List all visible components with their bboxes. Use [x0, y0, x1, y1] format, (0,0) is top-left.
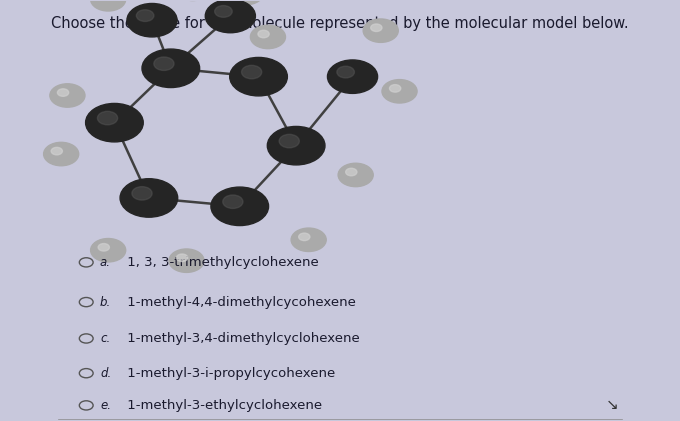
Text: d.: d.	[100, 367, 112, 380]
Circle shape	[338, 163, 373, 187]
Circle shape	[169, 249, 204, 272]
Circle shape	[228, 0, 264, 5]
Circle shape	[211, 187, 269, 226]
Circle shape	[132, 187, 152, 200]
Text: 1, 3, 3-trimethylcyclohexene: 1, 3, 3-trimethylcyclohexene	[122, 256, 318, 269]
Circle shape	[154, 57, 174, 70]
Circle shape	[127, 3, 177, 37]
Text: 1-methyl-3-i-propylcycohexene: 1-methyl-3-i-propylcycohexene	[122, 367, 335, 380]
Circle shape	[279, 134, 299, 148]
Text: b.: b.	[100, 296, 112, 309]
Circle shape	[390, 85, 401, 92]
Circle shape	[90, 0, 126, 11]
Circle shape	[57, 89, 69, 96]
Text: Choose the name for the molecule represented by the molecular model below.: Choose the name for the molecule represe…	[51, 16, 629, 31]
Circle shape	[137, 10, 154, 21]
Circle shape	[230, 57, 288, 96]
Circle shape	[241, 65, 262, 79]
Circle shape	[86, 104, 143, 142]
Circle shape	[258, 30, 269, 38]
Text: c.: c.	[100, 332, 110, 345]
Circle shape	[176, 254, 188, 261]
Text: ↘: ↘	[606, 397, 619, 413]
Circle shape	[291, 228, 326, 251]
Text: 1-methyl-3,4-dimethylcyclohexene: 1-methyl-3,4-dimethylcyclohexene	[122, 332, 359, 345]
Circle shape	[50, 84, 85, 107]
Circle shape	[97, 111, 118, 125]
Circle shape	[267, 126, 325, 165]
Circle shape	[363, 19, 398, 43]
Circle shape	[328, 60, 377, 93]
Circle shape	[345, 168, 357, 176]
Circle shape	[44, 142, 79, 166]
Circle shape	[371, 24, 382, 32]
Text: a.: a.	[100, 256, 111, 269]
Circle shape	[223, 195, 243, 208]
Circle shape	[142, 49, 200, 88]
Circle shape	[337, 66, 354, 78]
Circle shape	[250, 25, 286, 49]
Circle shape	[120, 179, 177, 217]
Circle shape	[205, 0, 256, 33]
Circle shape	[98, 243, 109, 251]
Text: 1-methyl-4,4-dimethylcycohexene: 1-methyl-4,4-dimethylcycohexene	[122, 296, 356, 309]
Circle shape	[299, 233, 310, 241]
Circle shape	[382, 80, 417, 103]
Circle shape	[90, 239, 126, 262]
Text: e.: e.	[100, 399, 111, 412]
Circle shape	[215, 5, 233, 17]
Circle shape	[51, 147, 63, 155]
Text: 1-methyl-3-ethylcyclohexene: 1-methyl-3-ethylcyclohexene	[122, 399, 322, 412]
